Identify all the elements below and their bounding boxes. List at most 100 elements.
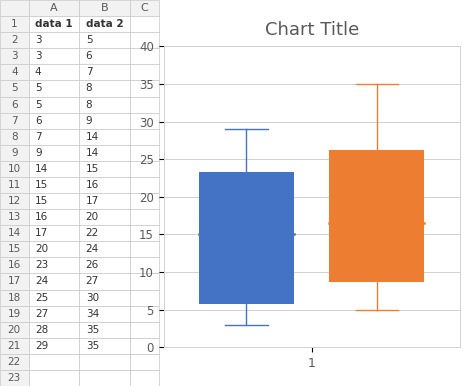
Bar xyxy=(130,273,159,290)
Text: 15: 15 xyxy=(35,196,48,206)
Text: 20: 20 xyxy=(86,212,99,222)
Text: A: A xyxy=(50,3,58,13)
Bar xyxy=(28,225,80,241)
Bar xyxy=(80,0,130,16)
Text: 5: 5 xyxy=(11,83,18,93)
Text: 8: 8 xyxy=(11,132,18,142)
Text: 6: 6 xyxy=(11,100,18,110)
Bar xyxy=(80,145,130,161)
Bar xyxy=(130,338,159,354)
Bar xyxy=(0,241,28,257)
Bar xyxy=(80,257,130,273)
Bar xyxy=(28,209,80,225)
Bar xyxy=(130,290,159,306)
Bar xyxy=(130,241,159,257)
Bar xyxy=(130,370,159,386)
Text: 20: 20 xyxy=(8,325,21,335)
Bar xyxy=(130,129,159,145)
Text: 13: 13 xyxy=(8,212,21,222)
Text: 17: 17 xyxy=(8,276,21,286)
Bar xyxy=(28,370,80,386)
Bar xyxy=(130,145,159,161)
Text: 27: 27 xyxy=(35,309,48,318)
Bar xyxy=(130,16,159,32)
Bar xyxy=(130,48,159,64)
Bar xyxy=(80,96,130,113)
Bar xyxy=(80,64,130,80)
Bar xyxy=(80,273,130,290)
Text: 7: 7 xyxy=(11,116,18,125)
Bar xyxy=(130,0,159,16)
Bar xyxy=(130,354,159,370)
Bar xyxy=(0,193,28,209)
Bar xyxy=(130,225,159,241)
Bar xyxy=(28,145,80,161)
Bar xyxy=(0,16,28,32)
Text: 22: 22 xyxy=(86,228,99,238)
Bar xyxy=(28,290,80,306)
Bar xyxy=(28,161,80,177)
Bar xyxy=(28,0,80,16)
Text: 5: 5 xyxy=(35,100,42,110)
Text: 27: 27 xyxy=(86,276,99,286)
Bar xyxy=(0,338,28,354)
Bar xyxy=(28,338,80,354)
Text: 24: 24 xyxy=(86,244,99,254)
Text: 35: 35 xyxy=(86,325,99,335)
Text: 8: 8 xyxy=(86,83,92,93)
Bar xyxy=(130,257,159,273)
Text: 9: 9 xyxy=(35,148,42,158)
Bar xyxy=(28,177,80,193)
Bar xyxy=(130,32,159,48)
Bar xyxy=(28,48,80,64)
Bar xyxy=(28,64,80,80)
Text: 20: 20 xyxy=(35,244,48,254)
Text: 6: 6 xyxy=(86,51,92,61)
Text: 5: 5 xyxy=(86,35,92,45)
Bar xyxy=(0,257,28,273)
Bar xyxy=(0,290,28,306)
Text: 4: 4 xyxy=(35,68,42,77)
Bar xyxy=(80,177,130,193)
Bar xyxy=(0,64,28,80)
Text: 34: 34 xyxy=(86,309,99,318)
Bar xyxy=(28,273,80,290)
Bar xyxy=(28,16,80,32)
Bar xyxy=(0,80,28,96)
Bar xyxy=(329,150,424,281)
Text: 28: 28 xyxy=(35,325,48,335)
Text: 4: 4 xyxy=(11,68,18,77)
Text: C: C xyxy=(141,3,148,13)
Bar xyxy=(80,338,130,354)
Bar xyxy=(130,80,159,96)
Bar xyxy=(80,306,130,322)
Bar xyxy=(130,177,159,193)
Bar xyxy=(80,80,130,96)
Text: data 2: data 2 xyxy=(86,19,123,29)
Text: 19: 19 xyxy=(8,309,21,318)
Text: 15: 15 xyxy=(35,180,48,190)
Bar xyxy=(130,209,159,225)
Text: 29: 29 xyxy=(35,341,48,351)
Bar xyxy=(130,193,159,209)
Text: 2: 2 xyxy=(11,35,18,45)
Text: 24: 24 xyxy=(35,276,48,286)
Bar xyxy=(80,209,130,225)
Bar xyxy=(130,113,159,129)
Text: 16: 16 xyxy=(8,261,21,270)
Text: 16: 16 xyxy=(86,180,99,190)
Text: 8: 8 xyxy=(86,100,92,110)
Bar xyxy=(0,96,28,113)
Text: 26: 26 xyxy=(86,261,99,270)
Bar xyxy=(130,306,159,322)
Text: 22: 22 xyxy=(8,357,21,367)
Text: 21: 21 xyxy=(8,341,21,351)
Bar xyxy=(28,80,80,96)
Bar xyxy=(80,129,130,145)
Bar xyxy=(130,322,159,338)
Text: 23: 23 xyxy=(35,261,48,270)
Bar xyxy=(28,257,80,273)
Text: 7: 7 xyxy=(35,132,42,142)
Bar xyxy=(130,64,159,80)
Bar xyxy=(28,354,80,370)
